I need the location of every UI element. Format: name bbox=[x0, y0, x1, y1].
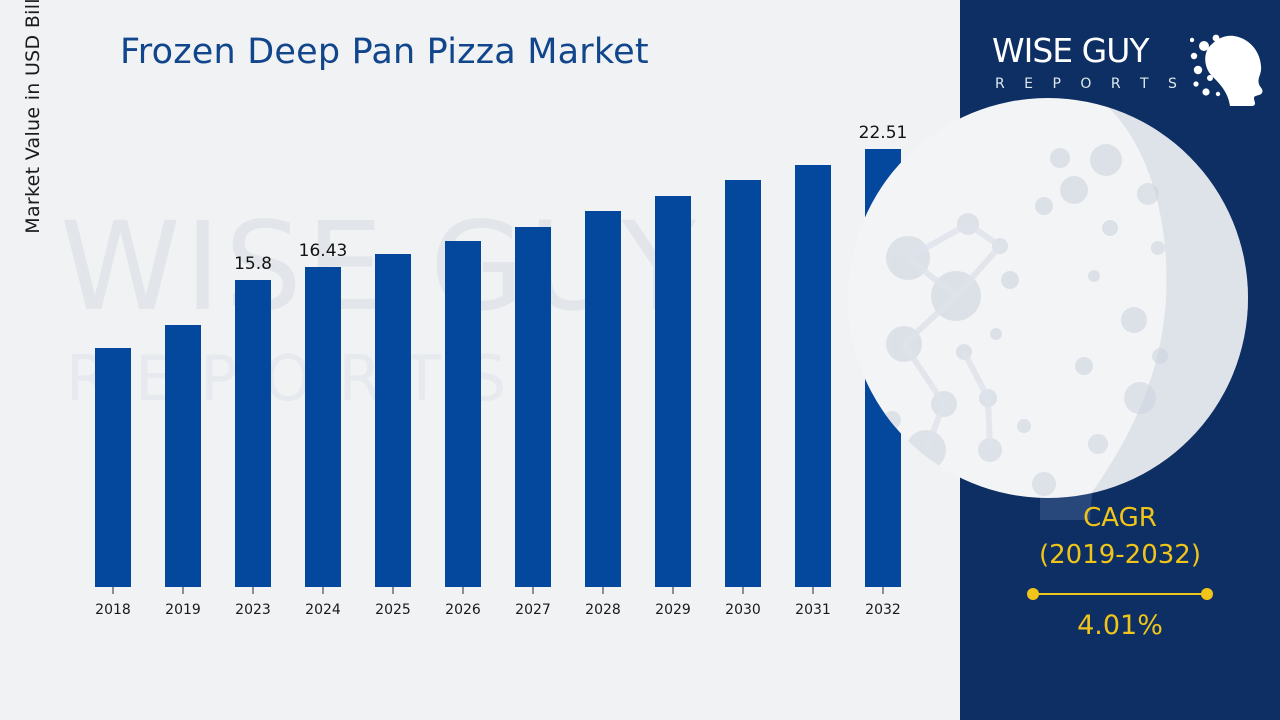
bar-group: 2030 bbox=[708, 120, 778, 618]
bar-group: 2031 bbox=[778, 120, 848, 618]
bar-group: 15.8 2023 bbox=[218, 120, 288, 618]
bar bbox=[95, 348, 131, 587]
cagr-block: CAGR (2019-2032) 4.01% bbox=[960, 500, 1280, 641]
x-axis-tick-mark bbox=[532, 587, 534, 594]
x-axis-tick-label: 2023 bbox=[235, 602, 271, 618]
x-axis-tick-label: 2018 bbox=[95, 602, 131, 618]
x-axis-tick-mark bbox=[812, 587, 814, 594]
bar bbox=[795, 164, 831, 587]
molecule-dots-decoration bbox=[883, 98, 1248, 498]
cagr-divider bbox=[1027, 587, 1213, 600]
cagr-label: CAGR bbox=[1083, 503, 1157, 533]
x-axis-tick-mark bbox=[602, 587, 604, 594]
bar bbox=[515, 227, 551, 587]
bar bbox=[375, 254, 411, 587]
y-axis-label: Market Value in USD Billion bbox=[22, 0, 62, 276]
bar-value-label: 22.51 bbox=[858, 123, 908, 143]
divider-dot-right bbox=[1201, 587, 1213, 600]
bar-group: 2027 bbox=[498, 120, 568, 618]
x-axis-tick-label: 2025 bbox=[375, 602, 411, 618]
decorative-circle bbox=[848, 98, 1248, 498]
x-axis-tick-mark bbox=[742, 587, 744, 594]
bar bbox=[725, 180, 761, 587]
x-axis-tick-label: 2030 bbox=[725, 602, 761, 618]
bar-group: 2029 bbox=[638, 120, 708, 618]
cagr-value: 4.01% bbox=[1077, 609, 1163, 641]
bar bbox=[165, 324, 201, 587]
x-axis-tick-label: 2019 bbox=[165, 602, 201, 618]
x-axis-tick-mark bbox=[322, 587, 324, 594]
chart-panel: WISE GUY REPORTS Frozen Deep Pan Pizza M… bbox=[22, 0, 918, 618]
bar bbox=[655, 195, 691, 587]
x-axis-tick-label: 2031 bbox=[795, 602, 831, 618]
x-axis-tick-mark bbox=[882, 587, 884, 594]
brand-logo-tagline: R E P O R T S bbox=[995, 76, 1185, 92]
x-axis-tick-mark bbox=[672, 587, 674, 594]
x-axis-tick-mark bbox=[182, 587, 184, 594]
divider-rule bbox=[1032, 592, 1208, 595]
x-axis-tick-mark bbox=[112, 587, 114, 594]
bar-value-label: 16.43 bbox=[298, 241, 348, 262]
bar bbox=[445, 240, 481, 587]
brand-logo: WISE GUY R E P O R T S bbox=[992, 31, 1263, 118]
x-axis-tick-mark bbox=[252, 587, 254, 594]
bar-group: 2018 bbox=[78, 120, 148, 618]
logo-head-icon bbox=[1190, 34, 1263, 106]
plot-area: 2018 2019 15.8 2023 16.43 2024 2025 2026 2027 202… bbox=[78, 120, 918, 618]
bar-group: 2028 bbox=[568, 120, 638, 618]
bar bbox=[305, 267, 341, 587]
brand-logo-wordmark: WISE GUY bbox=[992, 31, 1150, 70]
x-axis-tick-label: 2027 bbox=[515, 602, 551, 618]
y-axis-label-text: Market Value in USD Billion bbox=[22, 0, 44, 234]
bar-value-label: 15.8 bbox=[234, 253, 272, 274]
x-axis-tick-label: 2028 bbox=[585, 602, 621, 618]
x-axis-tick-label: 2026 bbox=[445, 602, 481, 618]
cagr-period: (2019-2032) bbox=[1038, 539, 1201, 570]
x-axis-tick-mark bbox=[392, 587, 394, 594]
bar-group: 16.43 2024 bbox=[288, 120, 358, 618]
page-title: Frozen Deep Pan Pizza Market bbox=[120, 32, 649, 72]
x-axis-tick-label: 2024 bbox=[305, 602, 341, 618]
bar-group: 2025 bbox=[358, 120, 428, 618]
bar-group: 2019 bbox=[148, 120, 218, 618]
x-axis-tick-mark bbox=[462, 587, 464, 594]
bar bbox=[585, 211, 621, 587]
x-axis-tick-label: 2029 bbox=[655, 602, 691, 618]
bar bbox=[235, 279, 271, 587]
bar-group: 2026 bbox=[428, 120, 498, 618]
x-axis-tick-label: 2032 bbox=[865, 602, 901, 618]
